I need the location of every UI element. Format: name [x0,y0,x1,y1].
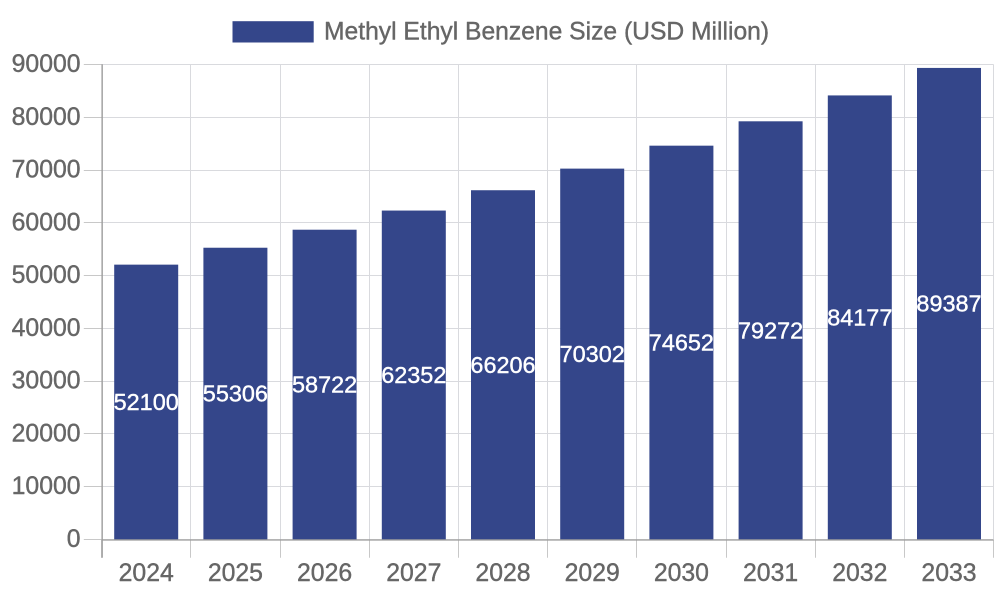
svg-text:2027: 2027 [386,560,441,587]
svg-text:20000: 20000 [12,420,81,447]
svg-text:2025: 2025 [208,560,263,587]
svg-text:62352: 62352 [381,362,446,388]
svg-text:60000: 60000 [12,209,81,236]
svg-text:2029: 2029 [565,560,620,587]
svg-text:70000: 70000 [12,157,81,184]
svg-text:40000: 40000 [12,315,81,342]
svg-text:90000: 90000 [12,51,81,78]
svg-text:2026: 2026 [297,560,352,587]
svg-text:52100: 52100 [114,389,179,415]
svg-text:0: 0 [67,526,81,553]
svg-text:50000: 50000 [12,262,81,289]
svg-text:30000: 30000 [12,368,81,395]
svg-text:79272: 79272 [738,317,803,343]
svg-text:58722: 58722 [292,372,357,398]
svg-text:84177: 84177 [827,304,892,330]
svg-text:74652: 74652 [649,330,714,356]
svg-text:Methyl Ethyl Benzene Size (USD: Methyl Ethyl Benzene Size (USD Million) [324,18,769,45]
svg-text:2032: 2032 [832,560,887,587]
svg-text:2024: 2024 [119,560,174,587]
svg-text:2033: 2033 [921,560,976,587]
svg-text:2031: 2031 [743,560,798,587]
svg-text:89387: 89387 [916,291,981,317]
svg-text:2030: 2030 [654,560,709,587]
svg-text:66206: 66206 [470,352,535,378]
svg-text:70302: 70302 [560,341,625,367]
svg-text:2028: 2028 [475,560,530,587]
svg-text:55306: 55306 [203,381,268,407]
svg-text:80000: 80000 [12,104,81,131]
svg-text:10000: 10000 [12,473,81,500]
